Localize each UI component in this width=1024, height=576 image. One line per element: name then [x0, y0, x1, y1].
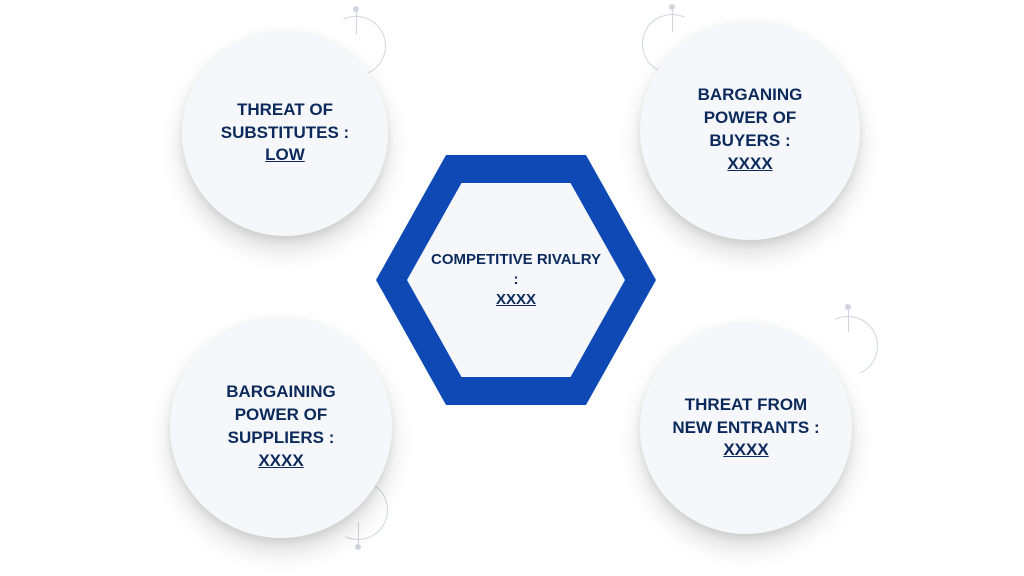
- circle-text: BARGANING POWER OF BUYERS : XXXX: [666, 84, 834, 176]
- circle-bargaining-suppliers: BARGAINING POWER OF SUPPLIERS : XXXX: [170, 316, 392, 538]
- circle-threat-substitutes: THREAT OF SUBSTITUTES : LOW: [182, 30, 388, 236]
- center-value: XXXX: [427, 290, 605, 310]
- five-forces-diagram: COMPETITIVE RIVALRY : XXXX THREAT OF SUB…: [0, 0, 1024, 576]
- circle-text: THREAT OF SUBSTITUTES : LOW: [208, 99, 362, 168]
- circle-title: THREAT FROM NEW ENTRANTS :: [666, 394, 826, 440]
- circle-title: BARGANING POWER OF BUYERS :: [666, 84, 834, 153]
- circle-value: XXXX: [666, 153, 834, 176]
- circle-title: THREAT OF SUBSTITUTES :: [208, 99, 362, 145]
- connector-dot-bl: [355, 544, 361, 550]
- circle-threat-new-entrants: THREAT FROM NEW ENTRANTS : XXXX: [640, 322, 852, 534]
- center-title: COMPETITIVE RIVALRY :: [427, 250, 605, 291]
- circle-text: THREAT FROM NEW ENTRANTS : XXXX: [666, 394, 826, 463]
- circle-bargaining-buyers: BARGANING POWER OF BUYERS : XXXX: [640, 20, 860, 240]
- circle-value: XXXX: [196, 450, 366, 473]
- circle-value: LOW: [208, 144, 362, 167]
- circle-value: XXXX: [666, 439, 826, 462]
- center-text: COMPETITIVE RIVALRY : XXXX: [427, 250, 605, 311]
- connector-line-bl: [358, 522, 359, 546]
- circle-title: BARGAINING POWER OF SUPPLIERS :: [196, 381, 366, 450]
- circle-text: BARGAINING POWER OF SUPPLIERS : XXXX: [196, 381, 366, 473]
